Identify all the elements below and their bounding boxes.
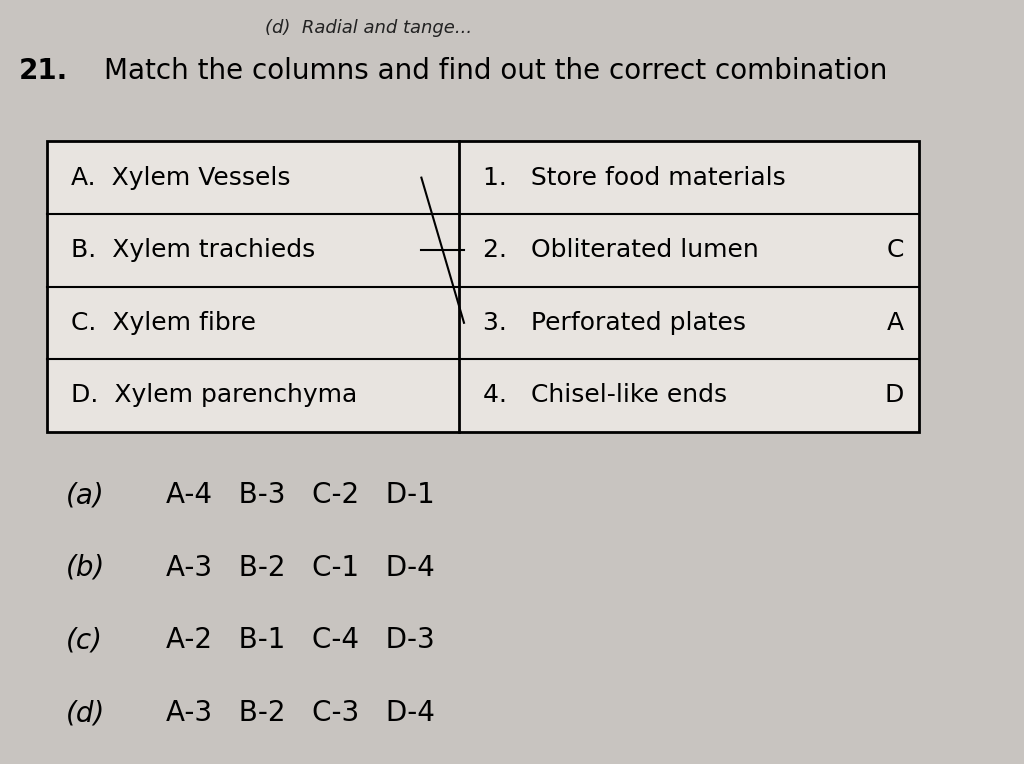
Text: (a): (a) bbox=[67, 481, 105, 510]
Text: B.  Xylem trachieds: B. Xylem trachieds bbox=[71, 238, 315, 262]
Text: A-4   B-3   C-2   D-1: A-4 B-3 C-2 D-1 bbox=[166, 481, 434, 510]
Bar bbox=[47, 141, 919, 432]
Text: 1.   Store food materials: 1. Store food materials bbox=[483, 166, 785, 189]
Text: Match the columns and find out the correct combination: Match the columns and find out the corre… bbox=[104, 57, 888, 86]
Text: (b): (b) bbox=[67, 554, 105, 582]
Text: A-2   B-1   C-4   D-3: A-2 B-1 C-4 D-3 bbox=[166, 626, 434, 655]
Text: (d): (d) bbox=[67, 699, 105, 727]
Text: C.  Xylem fibre: C. Xylem fibre bbox=[71, 311, 256, 335]
Text: (d)  Radial and tange...: (d) Radial and tange... bbox=[265, 19, 472, 37]
Text: A: A bbox=[887, 311, 904, 335]
Text: D.  Xylem parenchyma: D. Xylem parenchyma bbox=[71, 384, 357, 407]
Text: 21.: 21. bbox=[18, 57, 69, 86]
Text: A-3   B-2   C-1   D-4: A-3 B-2 C-1 D-4 bbox=[166, 554, 434, 582]
Text: (c): (c) bbox=[67, 626, 103, 655]
Text: C: C bbox=[887, 238, 904, 262]
Text: D: D bbox=[885, 384, 904, 407]
Text: A-3   B-2   C-3   D-4: A-3 B-2 C-3 D-4 bbox=[166, 699, 434, 727]
Text: A.  Xylem Vessels: A. Xylem Vessels bbox=[71, 166, 291, 189]
Text: 3.   Perforated plates: 3. Perforated plates bbox=[483, 311, 745, 335]
Text: 4.   Chisel-like ends: 4. Chisel-like ends bbox=[483, 384, 727, 407]
Text: 2.   Obliterated lumen: 2. Obliterated lumen bbox=[483, 238, 759, 262]
